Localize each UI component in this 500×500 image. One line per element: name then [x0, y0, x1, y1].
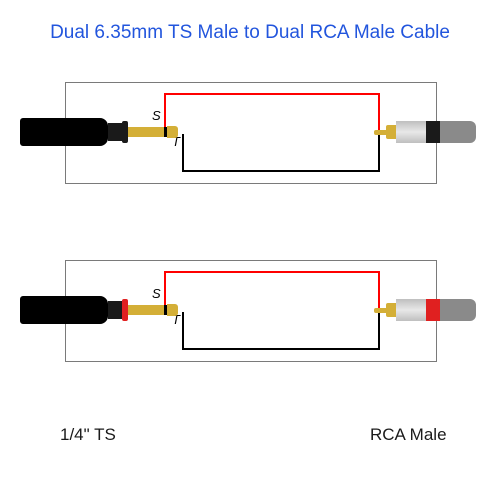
label-s-bottom: S	[152, 286, 161, 301]
wire-ground-bot-v-right	[378, 312, 380, 350]
ts-sleeve-bottom	[128, 305, 164, 315]
ts-body-bottom	[20, 296, 108, 324]
rca-accent-top	[426, 121, 440, 143]
ts-sleeve-top	[128, 127, 164, 137]
rca-barrel-bottom	[386, 303, 396, 317]
rca-body-top	[440, 121, 476, 143]
wire-signal-top-v-left	[164, 93, 166, 127]
ts-neck-bottom	[108, 301, 122, 319]
wire-ground-top-v-right	[378, 134, 380, 172]
wire-signal-top-h	[164, 93, 380, 95]
ts-tip-top	[167, 126, 178, 138]
rca-accent-bottom	[426, 299, 440, 321]
rca-radial-bottom	[396, 299, 426, 321]
rca-radial-top	[396, 121, 426, 143]
footer-left-label: 1/4" TS	[60, 425, 116, 445]
footer-right-label: RCA Male	[370, 425, 447, 445]
wire-signal-bot-h	[164, 271, 380, 273]
ts-body-top	[20, 118, 108, 146]
page-title: Dual 6.35mm TS Male to Dual RCA Male Cab…	[0, 22, 500, 44]
wire-ground-top-h	[182, 170, 380, 172]
ts-tip-bottom	[167, 304, 178, 316]
ts-neck-top	[108, 123, 122, 141]
wire-ground-top-v-left	[182, 134, 184, 172]
rca-body-bottom	[440, 299, 476, 321]
rca-barrel-top	[386, 125, 396, 139]
wire-ground-bot-v-left	[182, 312, 184, 350]
wire-signal-bot-v-left	[164, 271, 166, 305]
label-s-top: S	[152, 108, 161, 123]
wire-signal-bot-v-right	[378, 271, 380, 308]
wire-ground-bot-h	[182, 348, 380, 350]
wire-signal-top-v-right	[378, 93, 380, 130]
